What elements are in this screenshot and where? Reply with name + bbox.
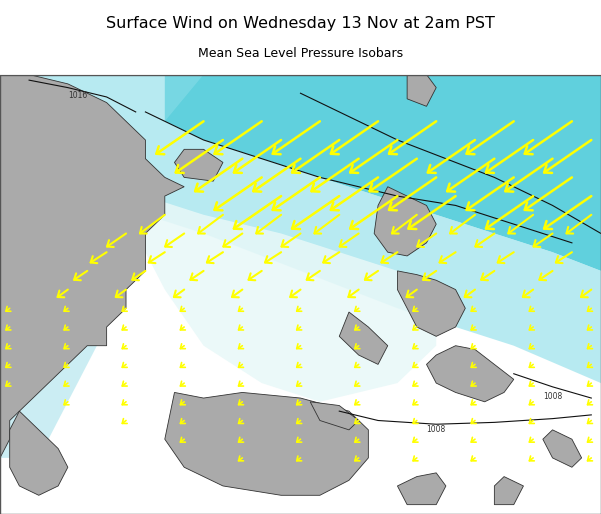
Polygon shape <box>0 75 184 458</box>
Polygon shape <box>0 140 145 458</box>
Polygon shape <box>165 393 368 495</box>
Polygon shape <box>145 196 436 402</box>
Polygon shape <box>10 411 68 495</box>
Polygon shape <box>0 75 601 383</box>
Polygon shape <box>397 271 465 336</box>
Text: Mean Sea Level Pressure Isobars: Mean Sea Level Pressure Isobars <box>198 47 403 60</box>
Text: 1008: 1008 <box>427 426 446 434</box>
Polygon shape <box>427 346 514 402</box>
Polygon shape <box>340 312 388 364</box>
Polygon shape <box>165 75 601 271</box>
Polygon shape <box>374 187 436 256</box>
Polygon shape <box>397 473 446 505</box>
Text: Surface Wind on Wednesday 13 Nov at 2am PST: Surface Wind on Wednesday 13 Nov at 2am … <box>106 16 495 31</box>
Polygon shape <box>310 402 359 430</box>
Polygon shape <box>407 75 436 106</box>
Polygon shape <box>495 476 523 505</box>
Text: 1016: 1016 <box>68 90 87 100</box>
Polygon shape <box>174 150 223 181</box>
Text: 1008: 1008 <box>543 392 562 401</box>
Polygon shape <box>543 430 582 467</box>
